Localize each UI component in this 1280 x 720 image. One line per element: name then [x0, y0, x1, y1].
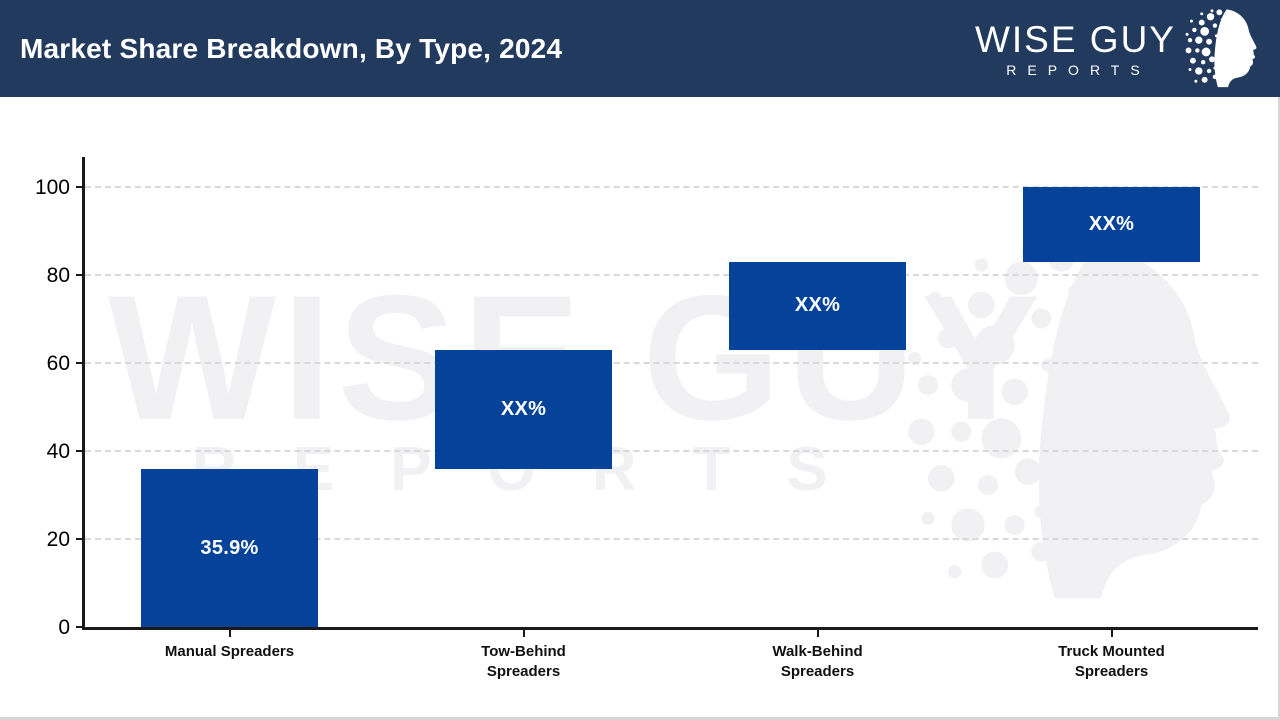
logo-subtitle: REPORTS	[1006, 61, 1151, 78]
bar-segment: XX%	[1023, 187, 1200, 262]
bar-segment: 35.9%	[141, 469, 318, 627]
x-tick-mark	[522, 630, 525, 637]
bar-value-label: XX%	[500, 397, 547, 420]
y-tick-mark	[76, 274, 85, 276]
y-tick-label: 100	[34, 176, 70, 199]
y-tick-label: 80	[46, 264, 70, 287]
bar-segment: XX%	[435, 349, 612, 470]
y-tick-mark	[76, 450, 85, 452]
y-tick-label: 40	[46, 440, 70, 463]
watermark-head-icon	[908, 245, 1230, 599]
wiseguy-logo-text: WISE GUY REPORTS	[975, 21, 1176, 77]
logo-wordmark: WISE GUY	[974, 18, 1176, 60]
x-category-label: Tow-Behind Spreaders	[481, 643, 566, 681]
header: Market Share Breakdown, By Type, 2024 WI…	[0, 0, 1280, 97]
y-tick-label: 0	[58, 616, 70, 639]
y-tick-mark	[76, 362, 85, 364]
grid-line	[85, 362, 1258, 364]
bottom-border	[0, 717, 1280, 720]
x-category-label: Manual Spreaders	[164, 643, 295, 660]
x-tick-mark	[228, 630, 231, 637]
grid-line	[85, 538, 1258, 540]
y-tick-label: 60	[46, 352, 70, 375]
x-tick-mark	[816, 630, 819, 637]
right-border	[1278, 97, 1280, 720]
page-title: Market Share Breakdown, By Type, 2024	[20, 32, 563, 64]
y-axis	[82, 157, 85, 630]
wiseguy-logo: WISE GUY REPORTS	[975, 5, 1266, 93]
x-axis	[82, 627, 1258, 630]
wiseguy-head-icon	[1185, 8, 1257, 87]
y-tick-mark	[76, 538, 85, 540]
bar-value-label: 35.9%	[200, 536, 259, 559]
bar-value-label: XX%	[1088, 212, 1135, 235]
y-tick-label: 20	[46, 528, 70, 551]
grid-line	[85, 274, 1258, 276]
x-tick-mark	[1110, 630, 1113, 637]
x-category-label: Truck Mounted Spreaders	[1058, 643, 1165, 681]
y-tick-mark	[76, 626, 85, 628]
bar-segment: XX%	[729, 261, 906, 350]
y-tick-mark	[76, 186, 85, 188]
bar-value-label: XX%	[794, 294, 841, 317]
x-category-label: Walk-Behind Spreaders	[772, 643, 863, 681]
grid-line	[85, 450, 1258, 452]
grid-line	[85, 186, 1258, 188]
